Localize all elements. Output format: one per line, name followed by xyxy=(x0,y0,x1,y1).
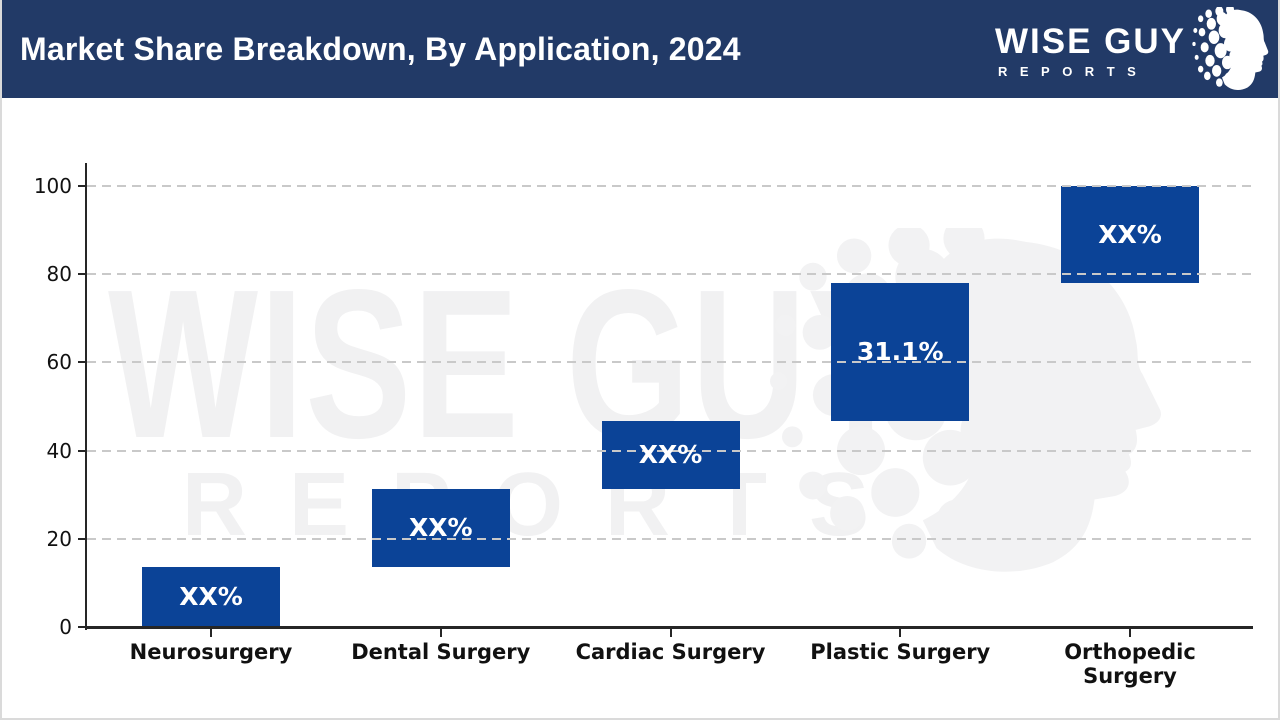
bar-value-label: XX% xyxy=(408,513,473,543)
y-tick-label: 0 xyxy=(59,615,72,639)
bar-value-label: XX% xyxy=(638,440,703,469)
y-tick-mark xyxy=(78,273,86,276)
gridline-100 xyxy=(87,185,1253,187)
bar-orthopedic-surgery xyxy=(1061,186,1199,284)
y-tick-label: 40 xyxy=(46,438,72,463)
dotted-head-icon xyxy=(1192,7,1269,90)
bar-dental-surgery xyxy=(371,489,510,568)
watermark-subtext: REPORTS xyxy=(182,455,912,555)
y-tick-mark xyxy=(78,185,86,187)
gridline-40 xyxy=(87,449,1253,452)
bar-value-label: XX% xyxy=(179,582,243,612)
y-tick-mark xyxy=(78,361,86,364)
x-tick-mark xyxy=(899,629,902,637)
bar-value-label: 31.1% xyxy=(856,337,944,367)
x-tick-mark xyxy=(210,629,212,637)
brand-logo: WISE GUY REPORTS xyxy=(995,0,1270,98)
gridline-20 xyxy=(87,537,1253,540)
watermark-text: WISE GUY xyxy=(108,245,916,482)
header: Market Share Breakdown, By Application, … xyxy=(0,0,1280,98)
x-tick-mark xyxy=(669,629,672,637)
category-label-cardiac-surgery: Cardiac Surgery xyxy=(575,640,766,664)
x-tick-mark xyxy=(439,629,442,637)
y-tick-label: 20 xyxy=(46,526,72,551)
y-tick-mark xyxy=(78,626,86,628)
bar-plastic-surgery xyxy=(831,283,970,421)
y-axis-line xyxy=(85,163,87,630)
y-tick-label: 60 xyxy=(46,350,72,375)
category-label-plastic-surgery: Plastic Surgery xyxy=(810,640,991,664)
x-axis-line xyxy=(85,626,1253,629)
gridline-60 xyxy=(87,361,1253,364)
y-tick-mark xyxy=(78,449,86,452)
page-title: Market Share Breakdown, By Application, … xyxy=(20,30,741,67)
y-tick-label: 80 xyxy=(46,262,72,287)
bar-neurosurgery xyxy=(142,567,280,627)
category-label-neurosurgery: Neurosurgery xyxy=(129,640,293,664)
y-tick-mark xyxy=(78,537,86,540)
category-label-orthopedic-surgery: Orthopedic Surgery xyxy=(1064,640,1196,688)
y-tick-label: 100 xyxy=(33,174,72,198)
category-label-dental-surgery: Dental Surgery xyxy=(351,640,531,664)
gridline-80 xyxy=(87,273,1253,276)
brand-subtitle: REPORTS xyxy=(997,63,1149,79)
brand-name: WISE GUY xyxy=(994,21,1186,61)
brand-text: WISE GUY REPORTS xyxy=(995,24,1186,79)
x-tick-mark xyxy=(1129,629,1131,637)
bar-value-label: XX% xyxy=(1098,219,1162,249)
bar-cardiac-surgery xyxy=(601,420,740,490)
